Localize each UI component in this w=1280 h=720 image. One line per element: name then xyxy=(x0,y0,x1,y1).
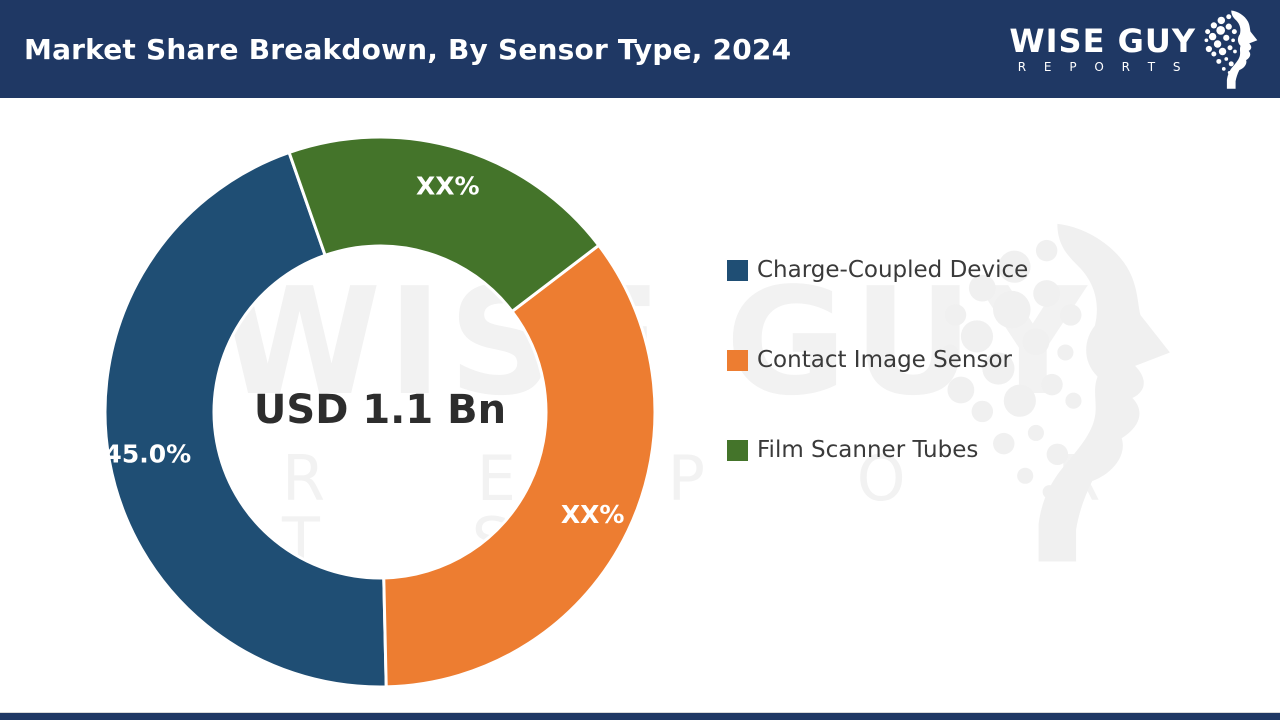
legend-swatch-green xyxy=(727,439,748,461)
logo-subtitle: R E P O R T S xyxy=(1017,60,1188,74)
donut-slice-0 xyxy=(103,150,388,689)
slice-value-label-2: XX% xyxy=(416,171,480,200)
legend-swatch-orange xyxy=(727,349,748,371)
chart-legend: Charge-Coupled Device Contact Image Sens… xyxy=(727,256,1028,526)
logo-text: WISE GUY R E P O R T S xyxy=(1009,25,1196,73)
legend-label: Charge-Coupled Device xyxy=(757,257,1029,283)
legend-swatch-blue xyxy=(727,259,748,281)
legend-label: Contact Image Sensor xyxy=(757,347,1012,373)
legend-item-charge-coupled-device: Charge-Coupled Device xyxy=(727,256,1028,284)
legend-item-contact-image-sensor: Contact Image Sensor xyxy=(727,346,1028,374)
wise-guy-logo: WISE GUY R E P O R T S xyxy=(1009,8,1262,90)
page-title: Market Share Breakdown, By Sensor Type, … xyxy=(24,32,792,66)
legend-label: Film Scanner Tubes xyxy=(757,437,979,463)
slice-value-label-0: 45.0% xyxy=(104,440,191,469)
slice-value-label-1: XX% xyxy=(561,500,625,529)
donut-chart: 45.0% XX% XX% xyxy=(103,135,657,689)
donut-slice-2 xyxy=(287,135,601,313)
logo-head-icon xyxy=(1204,10,1258,89)
footer-bar xyxy=(0,712,1280,720)
donut-slice-1 xyxy=(382,243,657,689)
logo-wordmark: WISE GUY xyxy=(1009,22,1196,60)
chart-center-value: USD 1.1 Bn xyxy=(253,387,507,433)
legend-item-film-scanner-tubes: Film Scanner Tubes xyxy=(727,436,1028,464)
header-bar: Market Share Breakdown, By Sensor Type, … xyxy=(0,0,1280,98)
watermark-subtitle: R E P O R T S xyxy=(282,442,1167,577)
